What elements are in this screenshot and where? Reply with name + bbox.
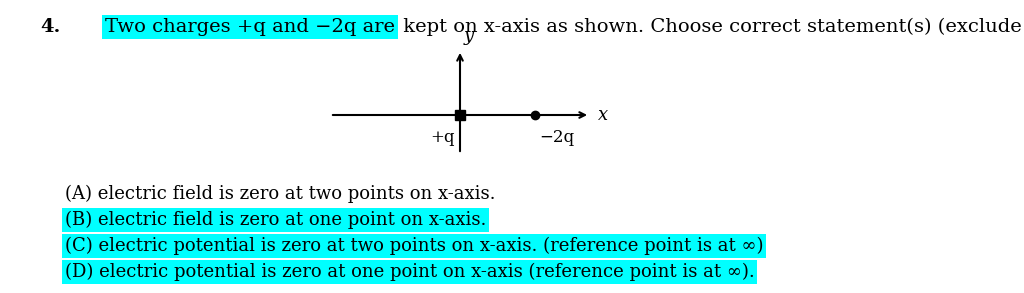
Text: (D) electric potential is zero at one point on x-axis (reference point is at ∞).: (D) electric potential is zero at one po… [65,263,755,281]
Text: Two charges +q and −2q are: Two charges +q and −2q are [105,18,395,36]
Text: x: x [598,106,608,124]
Text: −2q: −2q [539,129,574,146]
Text: +q: +q [430,129,455,146]
Text: (A) electric field is zero at two points on x-axis.: (A) electric field is zero at two points… [65,185,496,203]
Text: (C) electric potential is zero at two points on x-axis. (reference point is at ∞: (C) electric potential is zero at two po… [65,237,764,255]
Text: (B) electric field is zero at one point on x-axis.: (B) electric field is zero at one point … [65,211,486,229]
Text: 4.: 4. [40,18,60,36]
Text: y: y [464,27,474,45]
Text: kept on x-axis as shown. Choose correct statement(s) (exclude infinity): kept on x-axis as shown. Choose correct … [397,18,1024,36]
